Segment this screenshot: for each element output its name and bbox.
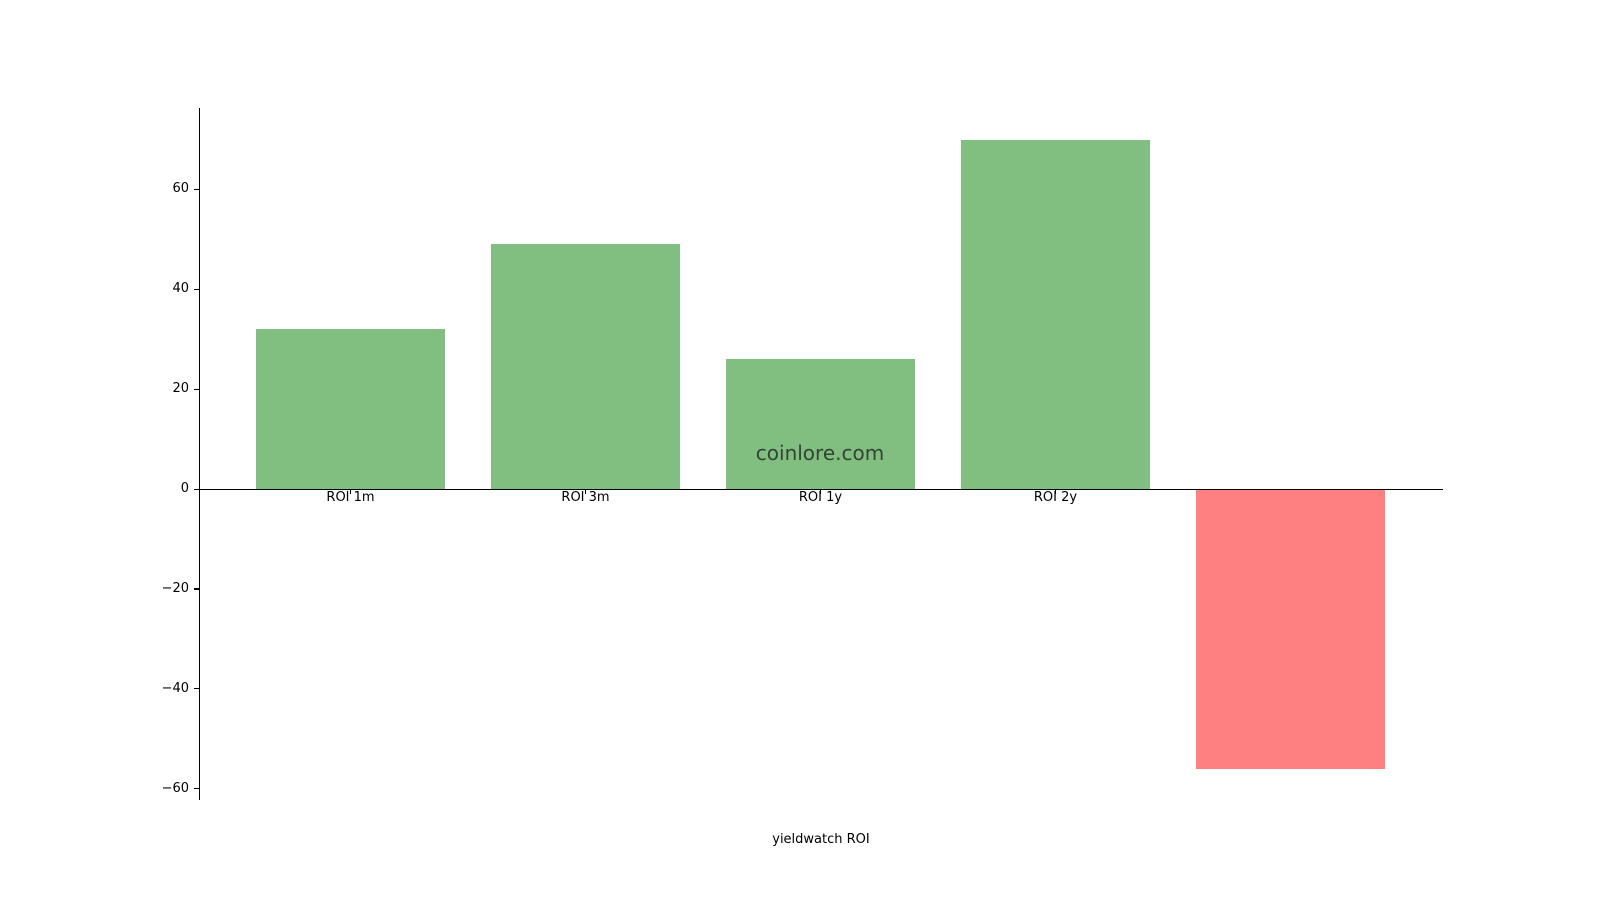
x-tick-label: ROI 3m xyxy=(561,490,610,505)
bar-roi-1m xyxy=(256,329,445,489)
y-tick-label: 20 xyxy=(172,381,189,397)
y-tick-label: 0 xyxy=(180,481,189,496)
x-tick-label: ROI 1y xyxy=(798,490,843,505)
bar-roi-2y xyxy=(961,139,1150,489)
y-tick-mark xyxy=(194,588,199,590)
x-tick-label: ROI 2y xyxy=(1033,490,1078,505)
watermark-text: coinlore.com xyxy=(755,441,885,465)
y-tick-mark xyxy=(194,288,199,290)
x-tick-mark xyxy=(820,489,822,494)
y-tick-label: −40 xyxy=(161,680,189,696)
y-tick-label: 40 xyxy=(172,281,189,297)
x-tick-mark xyxy=(585,489,587,494)
bar-roi-1y xyxy=(726,359,915,489)
x-tick-mark xyxy=(1055,489,1057,494)
y-axis-spine xyxy=(199,108,201,801)
y-tick-label: −20 xyxy=(161,580,189,596)
bar-5 xyxy=(1196,489,1385,770)
x-tick-mark xyxy=(350,489,352,494)
x-tick-label: ROI 1m xyxy=(326,490,375,505)
y-tick-label: −60 xyxy=(161,780,189,796)
y-tick-mark xyxy=(194,788,199,790)
bar-roi-3m xyxy=(491,244,680,489)
y-tick-mark xyxy=(194,388,199,390)
chart-title: yieldwatch ROI xyxy=(772,832,870,847)
y-tick-mark xyxy=(194,188,199,191)
y-tick-mark xyxy=(194,688,199,690)
y-tick-mark xyxy=(194,488,199,490)
y-tick-label: 60 xyxy=(172,181,189,197)
